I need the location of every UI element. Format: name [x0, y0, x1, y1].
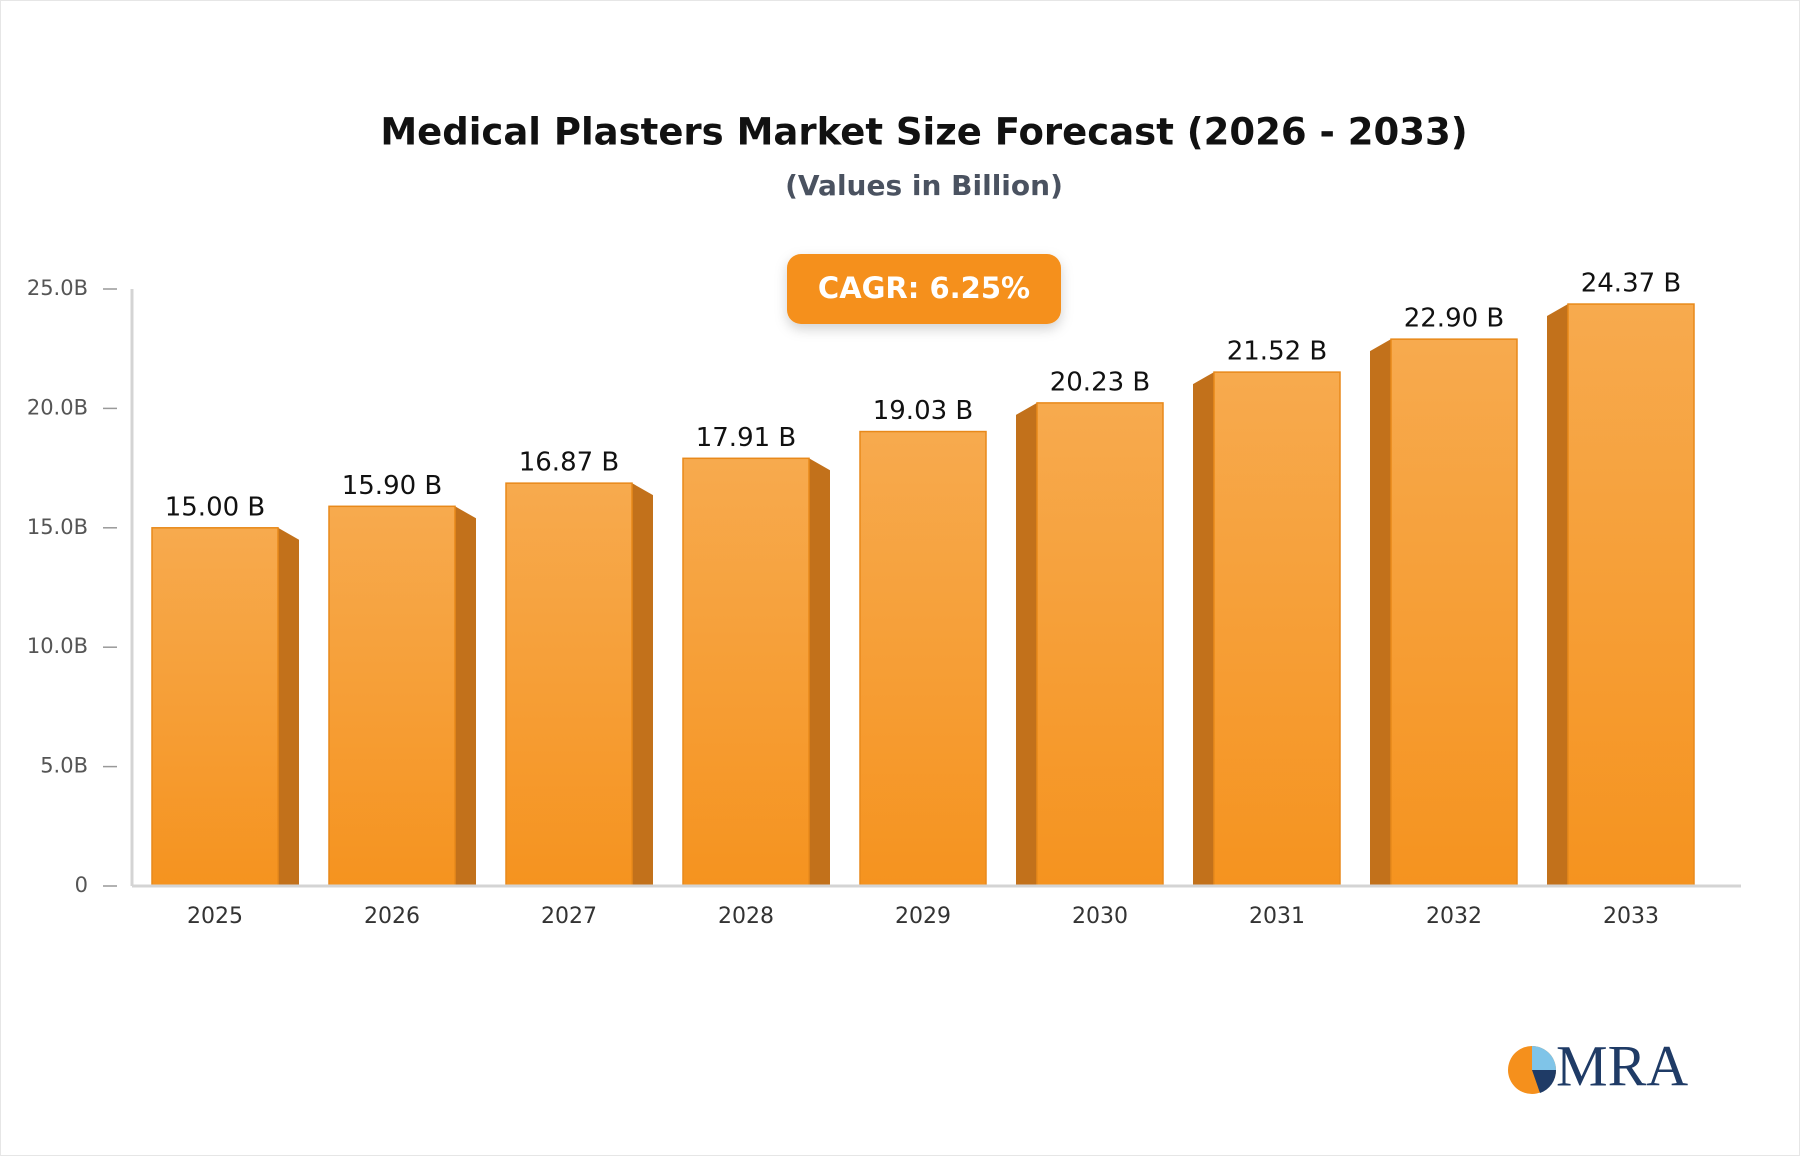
- x-tick-label: 2030: [1072, 904, 1128, 929]
- bar: [859, 430, 987, 887]
- value-label: 24.37 B: [1581, 269, 1682, 299]
- x-tick-label: 2026: [364, 904, 420, 929]
- bar-side: [1193, 372, 1214, 886]
- bar: [682, 457, 810, 887]
- chart-title: Medical Plasters Market Size Forecast (2…: [380, 111, 1467, 154]
- value-label: 15.00 B: [165, 492, 266, 522]
- bar-side: [809, 458, 830, 886]
- bar-side: [1016, 402, 1037, 886]
- chart-subtitle: (Values in Billion): [785, 169, 1063, 202]
- y-tick-label: 5.0B: [40, 754, 88, 778]
- bar-side: [632, 483, 653, 886]
- value-label: 16.87 B: [519, 448, 620, 478]
- x-tick-label: 2028: [718, 904, 774, 929]
- y-tick-label: 0: [75, 873, 88, 897]
- bar: [1390, 338, 1518, 887]
- x-tick-label: 2027: [541, 904, 597, 929]
- value-label: 20.23 B: [1050, 367, 1151, 397]
- value-label: 15.90 B: [342, 471, 443, 501]
- x-tick-label: 2025: [187, 904, 243, 929]
- value-label: 21.52 B: [1227, 337, 1328, 367]
- y-tick-label: 20.0B: [27, 395, 88, 419]
- bar: [328, 505, 456, 887]
- cagr-badge: [787, 254, 1061, 324]
- value-label: 19.03 B: [873, 396, 974, 426]
- value-label: 22.90 B: [1404, 304, 1505, 334]
- x-tick-label: 2032: [1426, 904, 1482, 929]
- bar: [505, 482, 633, 887]
- bar-side: [278, 527, 299, 886]
- cagr-label: CAGR: 6.25%: [818, 271, 1030, 305]
- x-tick-label: 2033: [1603, 904, 1659, 929]
- bar: [151, 527, 279, 887]
- bar-side: [1547, 304, 1568, 886]
- bar-side: [1370, 339, 1391, 886]
- logo: MRA: [1508, 1033, 1688, 1098]
- y-tick-label: 15.0B: [27, 515, 88, 539]
- logo-icon-slice: [1532, 1070, 1557, 1093]
- y-tick-label: 25.0B: [27, 276, 88, 300]
- bar: [1567, 303, 1695, 887]
- x-tick-label: 2031: [1249, 904, 1305, 929]
- value-label: 17.91 B: [696, 423, 797, 453]
- bar: [1036, 402, 1164, 887]
- bar: [1213, 371, 1341, 887]
- bar-side: [455, 506, 476, 886]
- x-tick-label: 2029: [895, 904, 951, 929]
- logo-text: MRA: [1556, 1033, 1688, 1098]
- logo-icon-slice: [1532, 1046, 1556, 1070]
- y-tick-label: 10.0B: [27, 634, 88, 658]
